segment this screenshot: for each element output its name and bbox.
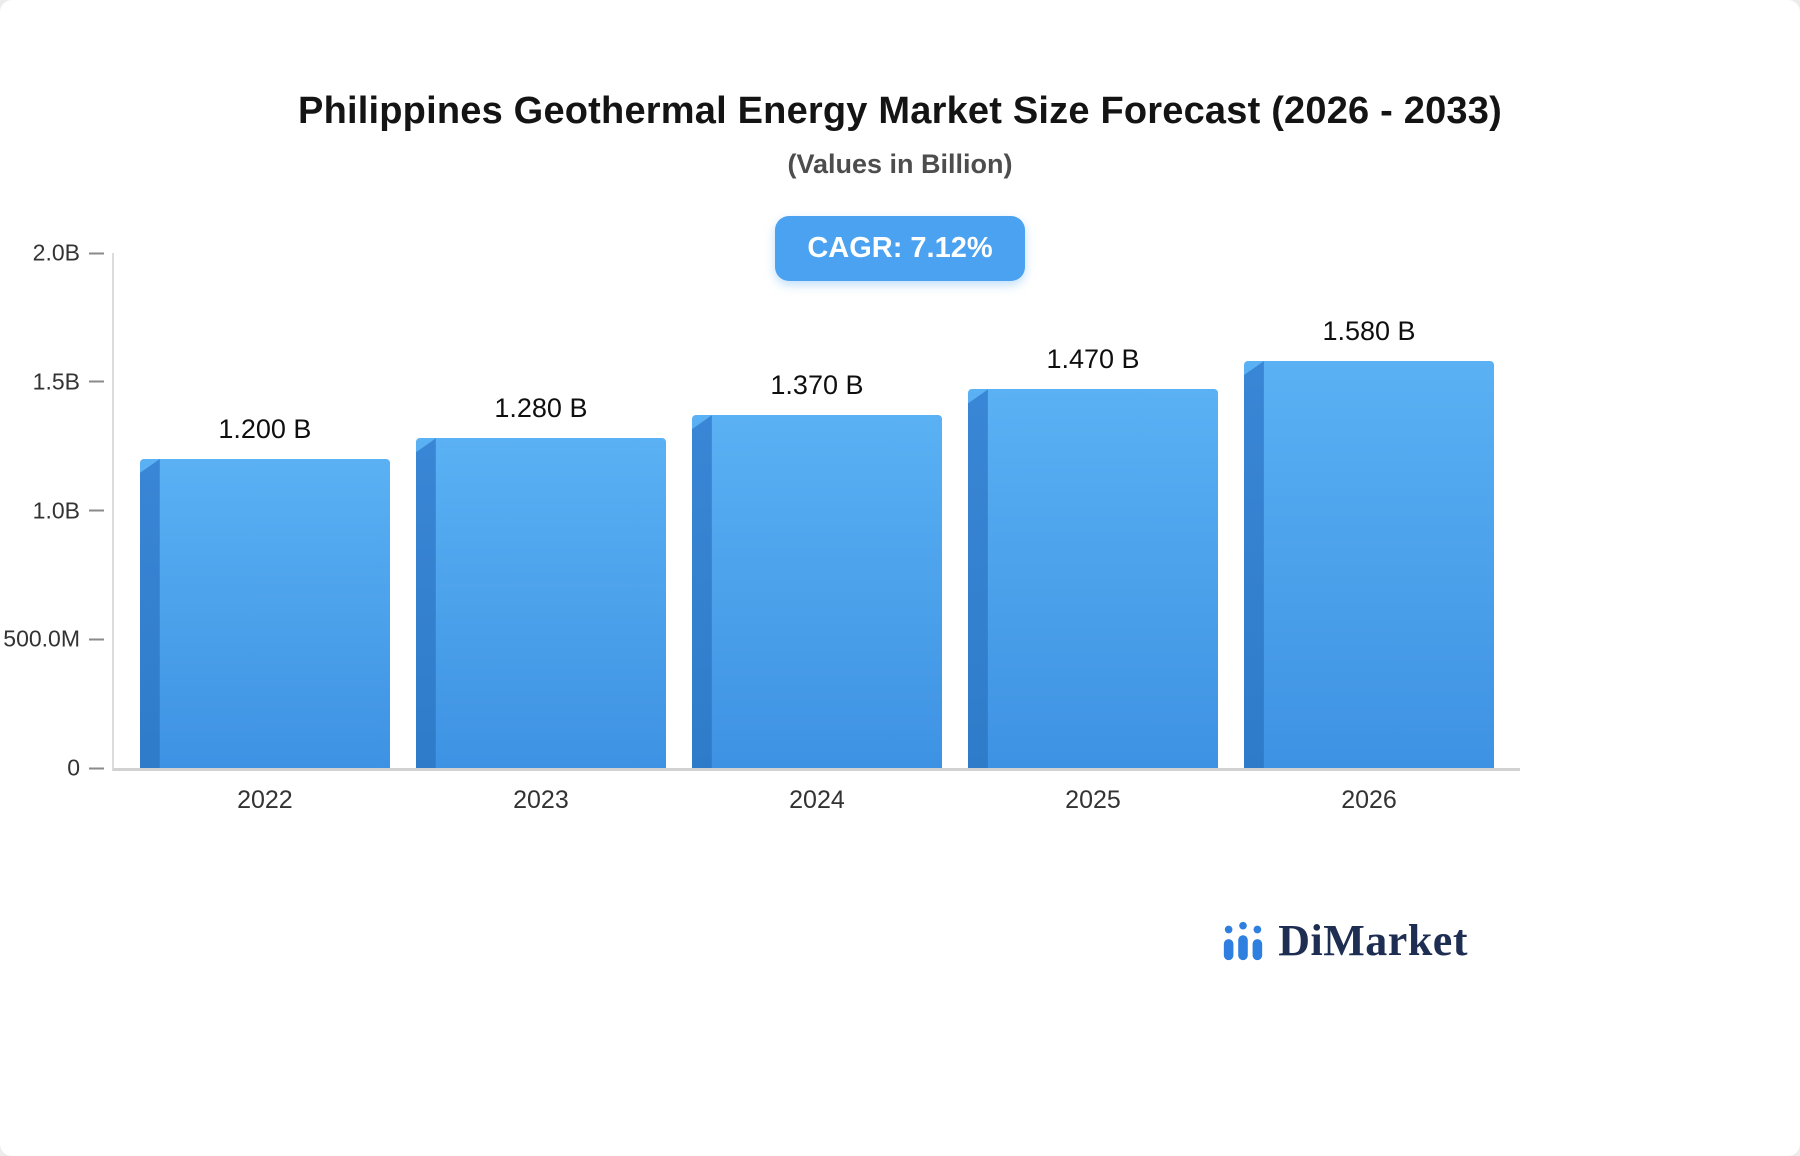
bar-chart-icon [1220, 918, 1266, 964]
bar-group-2026: 1.580 B 2026 [1243, 253, 1495, 814]
bar-value-label: 1.470 B [1046, 344, 1140, 375]
plot-area: 2.0B 1.5B 1.0B 500.0M 0 1.200 B 2022 1.280 B 202… [3, 240, 1520, 814]
bar-group-2024: 1.370 B 2024 [691, 253, 943, 814]
bar-group-2025: 1.470 B 2025 [967, 253, 1219, 814]
cagr-badge: CAGR: 7.12% [775, 216, 1025, 281]
bar-value-label: 1.580 B [1322, 316, 1416, 347]
bar-2026[interactable]: 1.580 B [1243, 316, 1495, 768]
y-tick-label: 0 [67, 754, 80, 781]
y-tick-label: 500.0M [3, 625, 80, 652]
y-tick-label: 1.0B [32, 497, 80, 523]
y-tick-mark [89, 638, 104, 641]
bar-2023[interactable]: 1.280 B [415, 393, 667, 768]
x-axis-label: 2025 [1065, 786, 1121, 814]
x-axis-label: 2026 [1341, 786, 1397, 814]
y-tick: 1.5B [33, 368, 104, 395]
y-tick-mark [89, 252, 104, 254]
y-tick-label: 1.5B [32, 368, 80, 395]
y-tick: 1.0B [33, 497, 104, 524]
bar-2022[interactable]: 1.200 B [139, 414, 391, 768]
logo-text: DiMarket [1278, 916, 1468, 965]
y-tick-mark [89, 509, 104, 512]
x-axis-label: 2023 [513, 786, 569, 814]
bar-2024[interactable]: 1.370 B [691, 370, 943, 768]
y-tick: 500.0M [3, 626, 104, 653]
chart-area: 2.0B 1.5B 1.0B 500.0M 0 1.200 B 2022 1.280 B 202… [3, 240, 1520, 814]
bar-group-2022: 1.200 B 2022 [139, 253, 391, 814]
bar-value-label: 1.370 B [770, 370, 864, 401]
y-tick: 2.0B [33, 240, 104, 267]
y-tick-mark [89, 767, 104, 769]
chart-subtitle: (Values in Billion) [787, 149, 1013, 179]
x-axis-label: 2024 [789, 786, 845, 814]
dimarket-logo: DiMarket [1220, 915, 1468, 966]
x-axis-label: 2022 [237, 786, 293, 814]
bar-value-label: 1.280 B [494, 393, 588, 424]
bar-group-2023: 1.280 B 2023 [415, 253, 667, 814]
y-tick: 0 [67, 755, 104, 782]
chart-title: Philippines Geothermal Energy Market Siz… [298, 90, 1502, 132]
y-tick-mark [89, 380, 104, 383]
bar-2025[interactable]: 1.470 B [967, 344, 1219, 768]
bar-value-label: 1.200 B [218, 414, 312, 444]
y-tick-label: 2.0B [32, 239, 80, 266]
